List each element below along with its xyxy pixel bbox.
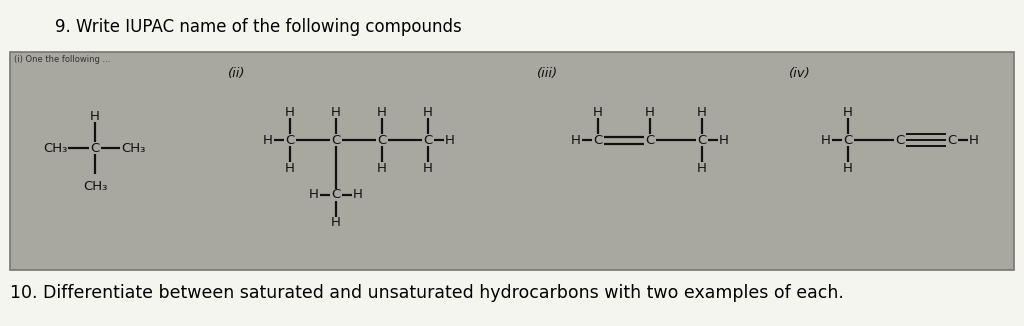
Text: H: H bbox=[331, 106, 341, 118]
Text: C: C bbox=[947, 134, 956, 146]
Text: H: H bbox=[285, 161, 295, 174]
Text: C: C bbox=[593, 134, 603, 146]
Text: H: H bbox=[423, 161, 433, 174]
Text: C: C bbox=[697, 134, 707, 146]
Text: (ii): (ii) bbox=[228, 67, 246, 81]
Text: H: H bbox=[969, 134, 979, 146]
Bar bbox=[10, 52, 1014, 270]
Text: C: C bbox=[844, 134, 853, 146]
Text: H: H bbox=[263, 134, 273, 146]
Text: CH₃: CH₃ bbox=[43, 141, 68, 155]
Text: H: H bbox=[445, 134, 455, 146]
Text: C: C bbox=[332, 188, 341, 201]
Text: H: H bbox=[645, 106, 655, 118]
Text: H: H bbox=[353, 188, 362, 201]
Text: H: H bbox=[423, 106, 433, 118]
Text: H: H bbox=[377, 106, 387, 118]
Text: (iv): (iv) bbox=[790, 67, 811, 81]
Text: C: C bbox=[286, 134, 295, 146]
Text: H: H bbox=[309, 188, 318, 201]
Text: C: C bbox=[895, 134, 904, 146]
Text: H: H bbox=[593, 106, 603, 118]
Text: H: H bbox=[843, 106, 853, 118]
Text: (iii): (iii) bbox=[538, 67, 558, 81]
Text: C: C bbox=[423, 134, 432, 146]
Text: 10. Differentiate between saturated and unsaturated hydrocarbons with two exampl: 10. Differentiate between saturated and … bbox=[10, 284, 844, 302]
Text: (i) One the following ...: (i) One the following ... bbox=[14, 55, 111, 64]
Text: C: C bbox=[332, 134, 341, 146]
Text: H: H bbox=[377, 161, 387, 174]
Text: CH₃: CH₃ bbox=[83, 180, 108, 192]
Text: H: H bbox=[821, 134, 830, 146]
Text: 9. Write IUPAC name of the following compounds: 9. Write IUPAC name of the following com… bbox=[55, 18, 462, 36]
Text: H: H bbox=[571, 134, 581, 146]
Text: C: C bbox=[378, 134, 387, 146]
Text: CH₃: CH₃ bbox=[121, 141, 145, 155]
Text: H: H bbox=[697, 161, 707, 174]
Text: H: H bbox=[285, 106, 295, 118]
Text: H: H bbox=[90, 110, 100, 123]
Text: H: H bbox=[697, 106, 707, 118]
Text: C: C bbox=[90, 141, 99, 155]
Text: H: H bbox=[843, 161, 853, 174]
Text: H: H bbox=[331, 216, 341, 230]
Text: C: C bbox=[645, 134, 654, 146]
Text: H: H bbox=[719, 134, 729, 146]
